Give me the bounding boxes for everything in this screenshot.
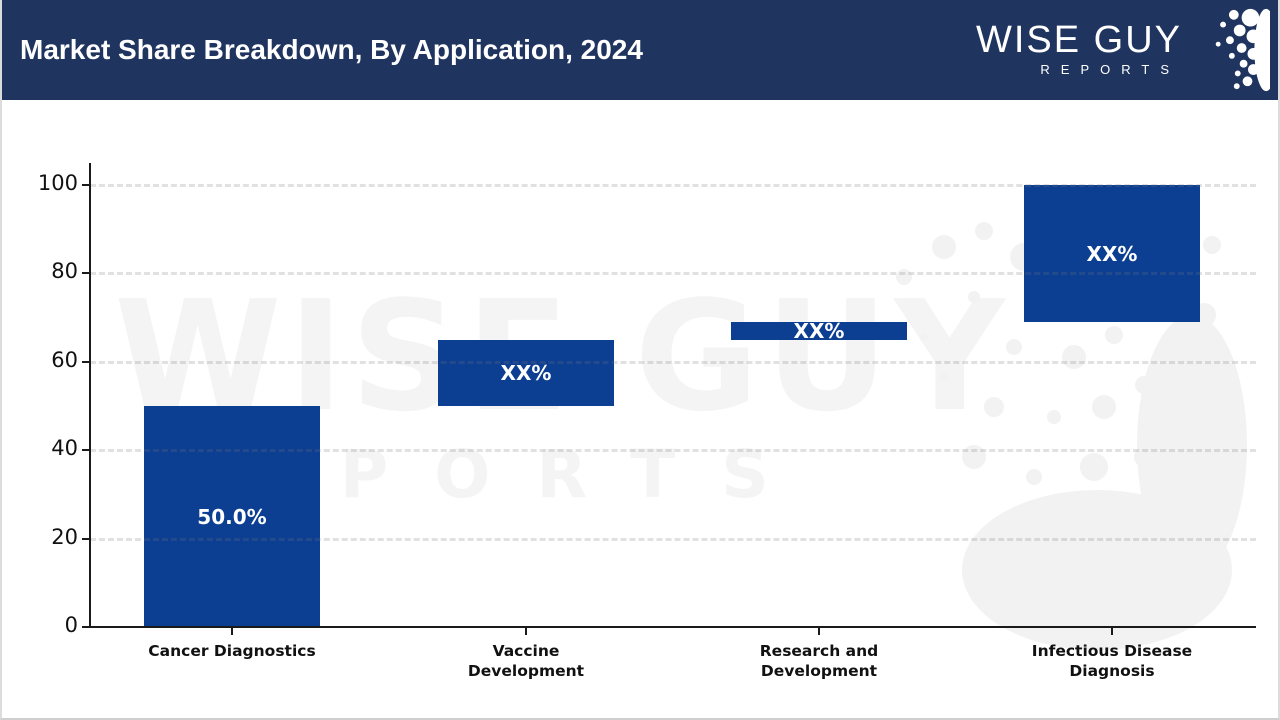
y-tick-60 <box>82 360 90 363</box>
page-title: Market Share Breakdown, By Application, … <box>20 34 643 65</box>
gridline-60 <box>90 360 1256 364</box>
bar-value-label: 50.0% <box>197 504 267 529</box>
y-tick-80 <box>82 272 90 275</box>
category-label-1: Vaccine Development <box>467 642 585 680</box>
y-tick-0 <box>82 626 90 628</box>
y-tick-label-60: 60 <box>51 347 78 372</box>
gridline-100 <box>90 184 1256 187</box>
x-tick-2 <box>818 627 820 635</box>
gridline-80 <box>90 272 1256 276</box>
x-tick-1 <box>525 627 527 635</box>
header-bar: Market Share Breakdown, By Application, … <box>2 0 1278 100</box>
logo-wordmark: WISE GUY <box>975 19 1182 61</box>
bar-cancer-diagnostics <box>144 406 320 627</box>
bar-infectious-disease-diagnosis <box>1024 185 1200 323</box>
y-tick-20 <box>82 537 90 540</box>
y-axis-line <box>89 162 91 627</box>
x-axis-line <box>89 626 1256 628</box>
bar-research-and-development <box>731 322 907 340</box>
face-profile-dots-icon <box>1215 8 1270 92</box>
bar-value-label: XX% <box>500 360 552 385</box>
category-label-3: Infectious Disease Diagnosis <box>1031 642 1193 680</box>
y-tick-label-40: 40 <box>51 436 78 461</box>
x-tick-3 <box>1111 627 1113 635</box>
category-label-0: Cancer Diagnostics <box>148 642 316 660</box>
gridline-40 <box>90 449 1256 453</box>
y-tick-label-0: 0 <box>64 613 78 637</box>
brand-logo: WISE GUY REPORTS <box>976 20 1182 77</box>
y-tick-label-100: 100 <box>37 171 78 195</box>
bar-vaccine-development <box>438 339 614 406</box>
y-tick-label-80: 80 <box>51 259 78 284</box>
category-label-2: Research and Development <box>759 642 879 680</box>
y-tick-100 <box>82 184 90 186</box>
y-tick-label-20: 20 <box>51 524 78 549</box>
logo-subtitle: REPORTS <box>1040 62 1180 77</box>
bar-value-label: XX% <box>1086 241 1138 266</box>
y-tick-40 <box>82 449 90 452</box>
bar-value-label: XX% <box>793 318 845 343</box>
x-tick-0 <box>231 627 233 635</box>
gridline-20 <box>90 537 1256 541</box>
